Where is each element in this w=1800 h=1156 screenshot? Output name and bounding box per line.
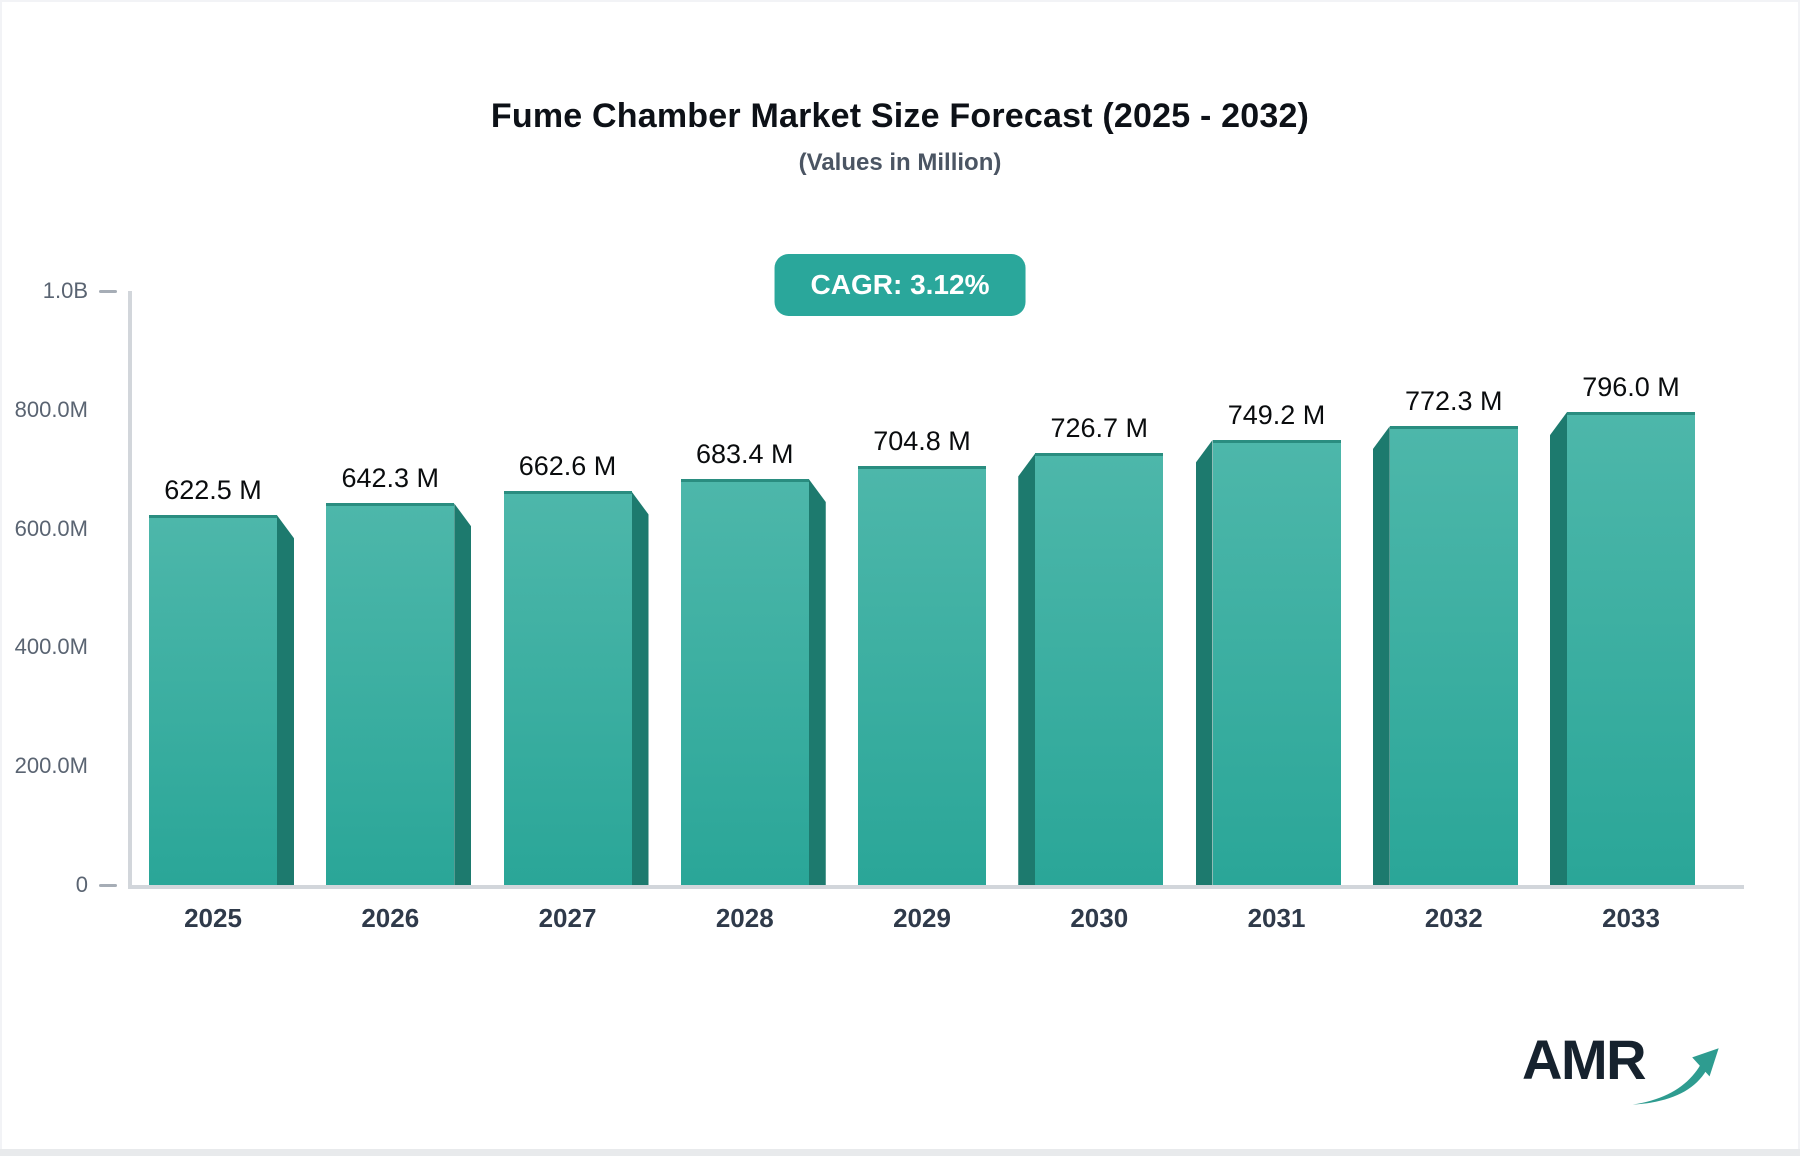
bar-value-label: 704.8 M: [873, 426, 971, 457]
bar-value-label: 622.5 M: [164, 475, 262, 506]
bar-value-label: 683.4 M: [695, 439, 794, 470]
bar-side-face: [1195, 439, 1213, 885]
bar-value-label: 726.7 M: [1050, 413, 1149, 444]
bar-2028: [680, 479, 809, 885]
bar-side-face: [631, 491, 649, 885]
x-axis-label: 2032: [1424, 903, 1483, 933]
y-axis-tick-dash: [99, 289, 117, 293]
bar-2032: [1389, 426, 1518, 885]
y-axis-tick-label: 600.0M: [14, 515, 88, 541]
bar-2029: [858, 466, 986, 885]
y-axis-tick-label: 400.0M: [14, 634, 88, 660]
bar-2030: [1035, 453, 1164, 885]
x-axis-label: 2029: [893, 903, 951, 933]
y-axis-tick-label: 200.0M: [14, 753, 88, 779]
x-axis-label: 2028: [715, 903, 774, 933]
x-axis-label: 2027: [538, 903, 597, 933]
bar-side-face: [808, 479, 826, 885]
x-axis-label: 2025: [184, 903, 242, 933]
bar-side-face: [1018, 453, 1036, 885]
y-axis-tick-label: 1.0B: [42, 278, 88, 303]
bar-side-face: [1550, 412, 1567, 885]
x-axis-label: 2031: [1247, 903, 1306, 933]
y-axis-tick-label: 800.0M: [14, 396, 88, 422]
bar-2025: [149, 515, 277, 885]
bar-2033: [1567, 412, 1695, 885]
amr-logo-text: AMR: [1522, 1028, 1647, 1091]
y-axis-tick-label: 0: [75, 872, 88, 897]
x-axis-line: [128, 885, 1744, 889]
bottom-edge-strip: [0, 1149, 1800, 1156]
bar-value-label: 772.3 M: [1404, 386, 1503, 417]
bar-value-label: 642.3 M: [341, 463, 440, 494]
growth-arrow-icon: [1632, 1048, 1719, 1105]
bar-value-label: 662.6 M: [518, 451, 617, 482]
amr-logo: AMR: [1522, 1028, 1722, 1118]
cagr-badge: CAGR: 3.12%: [774, 254, 1026, 316]
bar-2026: [326, 503, 455, 885]
bar-side-face: [277, 515, 294, 885]
chart-title: Fume Chamber Market Size Forecast (2025 …: [490, 97, 1310, 135]
x-axis-label: 2033: [1602, 903, 1660, 933]
bar-2031: [1212, 439, 1341, 885]
x-axis-label: 2026: [361, 903, 420, 933]
y-axis-line: [128, 291, 132, 889]
chart-subtitle: (Values in Million): [798, 149, 1002, 176]
bar-2027: [503, 491, 632, 885]
y-axis-tick-dash: [99, 883, 117, 887]
bar-value-label: 796.0 M: [1582, 372, 1680, 403]
bar-side-face: [1372, 426, 1390, 885]
bar-side-face: [454, 503, 472, 885]
x-axis-label: 2030: [1070, 903, 1129, 933]
bar-value-label: 749.2 M: [1227, 399, 1326, 430]
